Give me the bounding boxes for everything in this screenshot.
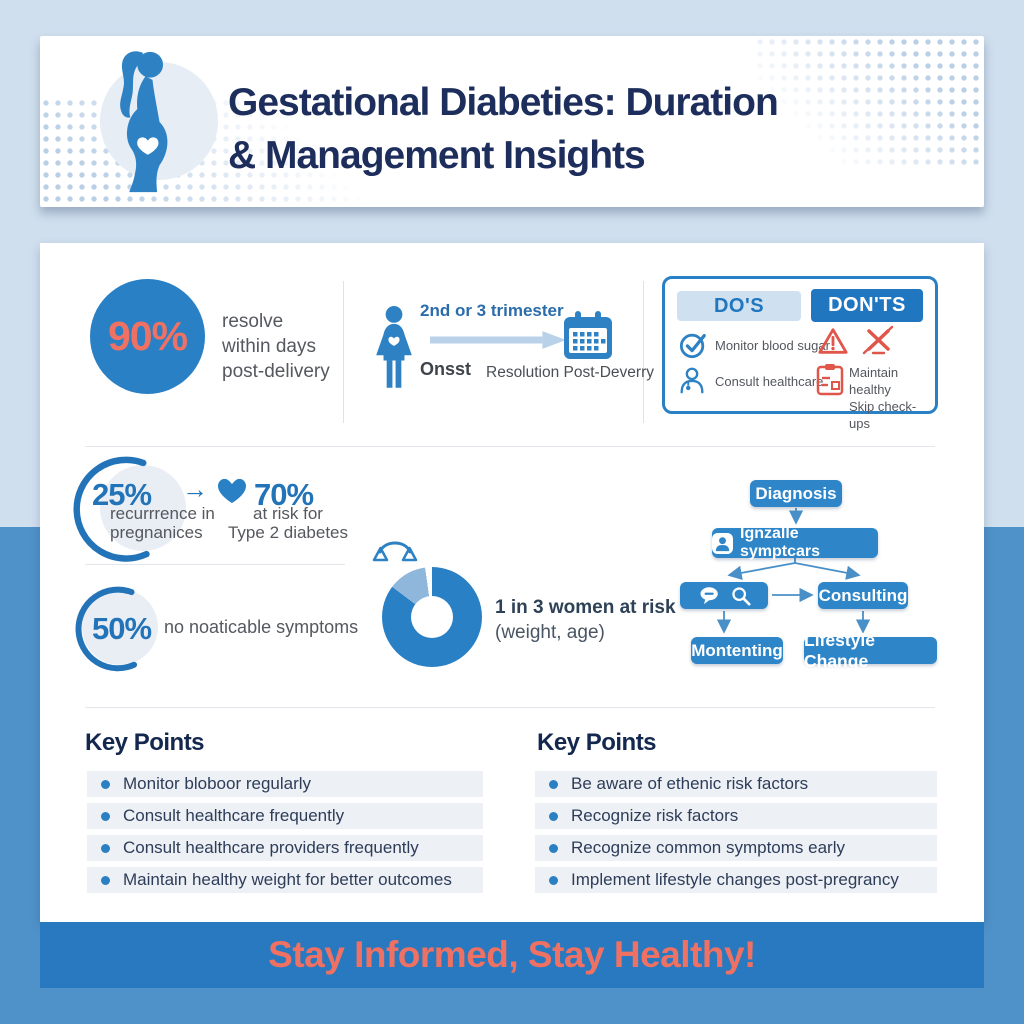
- timeline-onset-label: Onsst: [420, 359, 472, 379]
- heart-icon: [218, 478, 246, 503]
- stat-50-value: 50%: [92, 611, 152, 646]
- stat-25-value: 25%: [92, 477, 152, 512]
- key-point-item: Consult healthcare frequently: [87, 803, 483, 829]
- flowchart-node-search: [680, 582, 768, 609]
- bullet-icon: [101, 875, 110, 885]
- donts-header: DON'TS: [811, 289, 923, 322]
- flowchart-node-lifestyle: Lifestyle Change: [804, 630, 937, 671]
- stat-50-arc: [75, 586, 138, 672]
- doctor-icon: [680, 367, 704, 394]
- key-points-left-title: Key Points: [85, 729, 205, 756]
- stat-25-label: recurrrence in pregnanices: [110, 504, 215, 542]
- flowchart-connectors: [716, 508, 871, 634]
- stat-25-arrow: →: [182, 474, 208, 504]
- risk-caption: 1 in 3 women at risk (weight, age): [495, 597, 676, 643]
- page-title-line2: & Management Insights: [228, 134, 646, 177]
- bullet-icon: [101, 811, 110, 821]
- flowchart-node-symptoms: Ignzalle symptcars: [712, 525, 878, 560]
- dos-header: DO'S: [677, 291, 801, 321]
- bullet-icon: [549, 843, 558, 853]
- key-points-right-title: Key Points: [537, 729, 657, 756]
- halftone-dots-top-right: [754, 36, 984, 166]
- page-title: Gestational Diabeties: Duration & Manage…: [228, 76, 968, 182]
- timeline-resolution-label: Resolution Post-Deverry: [486, 364, 654, 381]
- key-point-item: Consult healthcare providers frequently: [87, 835, 483, 861]
- content-card: 90% resolve within days post-delivery 2n…: [40, 243, 984, 922]
- woman-icon: [376, 306, 412, 388]
- key-point-item: Recognize common symptoms early: [535, 835, 937, 861]
- balance-scale-icon: [372, 541, 418, 562]
- stat-90-label: resolve within days post-delivery: [222, 311, 330, 382]
- stat-25-arc: [73, 456, 150, 562]
- key-point-item: Recognize risk factors: [535, 803, 937, 829]
- bullet-icon: [101, 779, 110, 789]
- flowchart-node-monitoring: Montenting: [691, 637, 783, 664]
- check-circle-icon: [679, 333, 706, 359]
- dos-donts-panel: DO'S DON'TS Monitor blood sugar Consult …: [662, 276, 938, 431]
- pregnant-woman-icon: [120, 51, 168, 193]
- risk-donut-chart: [382, 567, 482, 667]
- donts-item-1: Maintain healthy Skip check-ups: [849, 365, 917, 431]
- arrow-right-icon: [429, 331, 566, 349]
- footer-banner: Stay Informed, Stay Healthy!: [40, 922, 984, 988]
- divider-horizontal-1: [85, 446, 935, 447]
- key-point-item: Implement lifestyle changes post-pregran…: [535, 867, 937, 893]
- footer-message: Stay Informed, Stay Healthy!: [268, 934, 756, 975]
- divider-vertical-1: [343, 281, 344, 423]
- key-point-item: Monitor bloboor regularly: [87, 771, 483, 797]
- stat-90-circle: 90%: [90, 279, 205, 394]
- key-point-item: Be aware of ethenic risk factors: [535, 771, 937, 797]
- stat-50-label: no noaticable symptoms: [164, 617, 359, 637]
- magnifier-icon: [731, 586, 751, 606]
- donut-hole: [411, 596, 453, 638]
- bullet-icon: [549, 811, 558, 821]
- bullet-icon: [101, 843, 110, 853]
- person-icon: [712, 532, 733, 554]
- speech-bubble-icon: [700, 587, 718, 605]
- stat-50-backdrop: [82, 589, 158, 665]
- divider-vertical-2: [643, 281, 644, 423]
- dos-item-2: Consult healthcare: [715, 374, 824, 389]
- flowchart-node-consulting: Consulting: [818, 582, 908, 609]
- header-banner: Gestational Diabeties: Duration & Manage…: [40, 36, 984, 207]
- clipboard-icon: [816, 364, 844, 396]
- stat-70-label: at risk for Type 2 diabetes: [227, 504, 349, 542]
- timeline-trimester-label: 2nd or 3 trimester: [420, 301, 564, 320]
- calendar-icon: [564, 311, 612, 359]
- stat-25-backdrop: [100, 465, 186, 551]
- key-point-item: Maintain healthy weight for better outco…: [87, 867, 483, 893]
- stat-90-value: 90%: [107, 313, 188, 359]
- bullet-icon: [549, 875, 558, 885]
- page-title-line1: Gestational Diabeties: Duration: [228, 81, 779, 124]
- crossed-out-icon: [862, 325, 894, 355]
- bullet-icon: [549, 779, 558, 789]
- dos-item-1: Monitor blood sugar: [715, 338, 830, 353]
- warning-triangle-icon: [818, 328, 848, 354]
- stat-70-value: 70%: [254, 477, 314, 512]
- divider-horizontal-2: [85, 707, 935, 708]
- flowchart-node-diagnosis: Diagnosis: [750, 480, 842, 507]
- divider-horizontal-left: [85, 564, 345, 565]
